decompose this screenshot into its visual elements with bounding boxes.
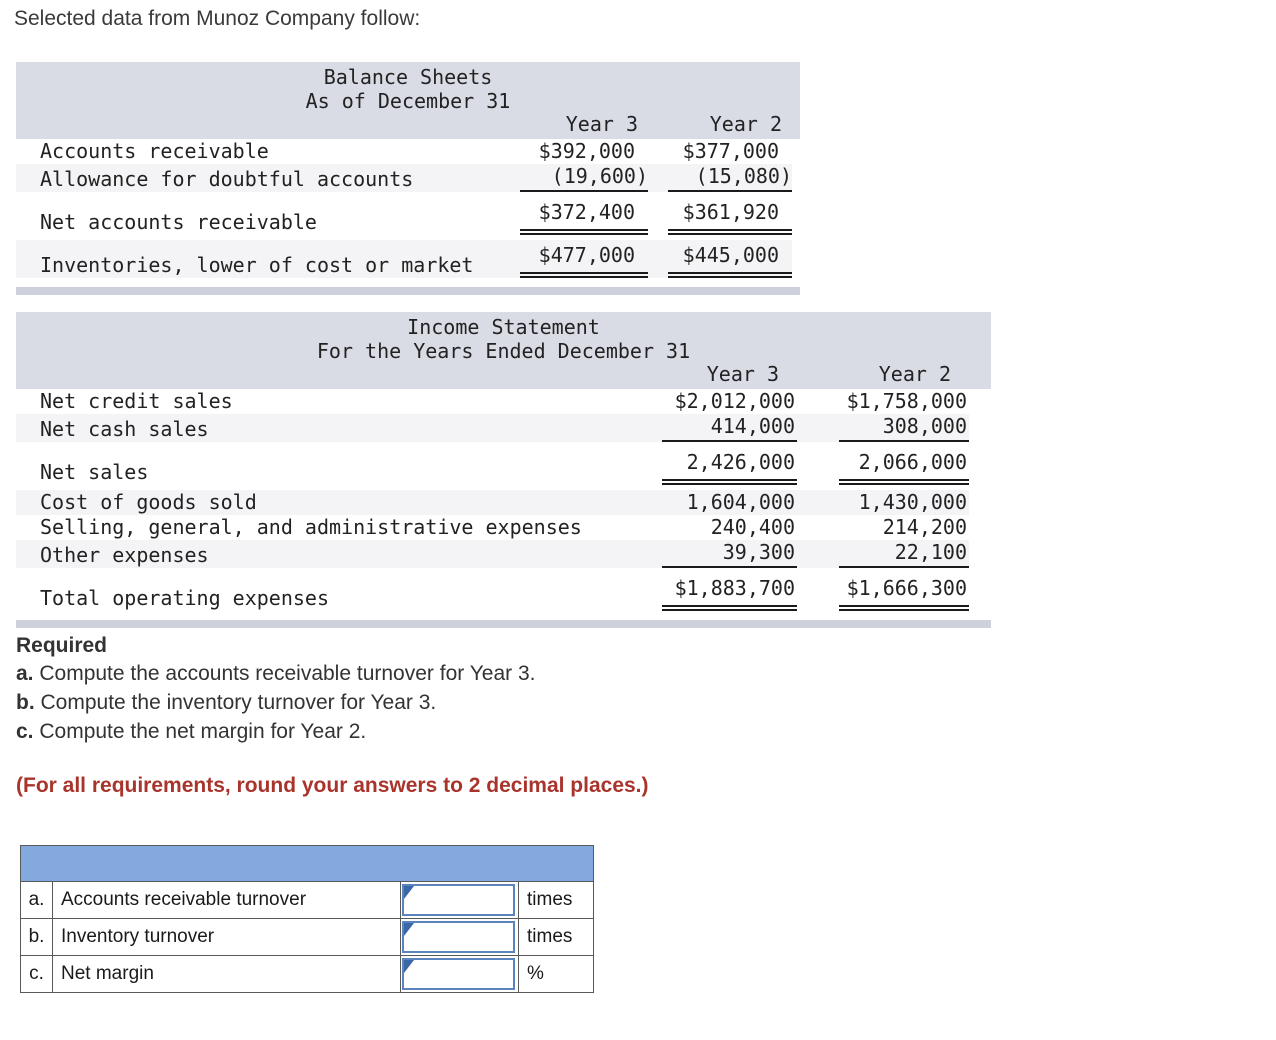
row-label: Net credit sales (40, 389, 233, 413)
year2-value: $1,666,300 (839, 576, 969, 611)
page-title: Selected data from Munoz Company follow: (14, 7, 421, 30)
row-label: Inventories, lower of cost or market (40, 253, 474, 277)
table-row: Inventories, lower of cost or market $47… (16, 240, 792, 278)
income-statement-title: Income Statement (407, 315, 600, 339)
answer-input-box (402, 921, 515, 953)
answer-table-header (20, 845, 594, 882)
answer-input-c[interactable] (404, 960, 513, 988)
balance-sheet-table: Balance Sheets As of December 31 Year 3 … (16, 62, 800, 295)
table-bottom-bar (16, 620, 991, 628)
year3-value: $392,000 (538, 139, 635, 163)
year2-value: 1,430,000 (858, 490, 967, 514)
year3-value: 1,604,000 (686, 490, 795, 514)
row-label: Net cash sales (40, 417, 209, 441)
answer-input-cell (400, 918, 519, 956)
row-label: Accounts receivable turnover (52, 881, 401, 919)
year3-value: $2,012,000 (674, 389, 795, 413)
row-letter: a. (20, 881, 53, 919)
year2-value: $445,000 (668, 243, 792, 278)
row-label: Inventory turnover (52, 918, 401, 956)
income-statement-table: Income Statement For the Years Ended Dec… (16, 312, 991, 628)
answer-input-cell (400, 955, 519, 993)
row-label: Allowance for doubtful accounts (40, 167, 414, 191)
answer-table-header-row (20, 845, 594, 882)
col-header-year3: Year 3 (706, 362, 779, 386)
year2-value: 308,000 (839, 414, 969, 442)
table-row: Total operating expenses $1,883,700 $1,6… (16, 573, 969, 611)
year2-value: 214,200 (882, 515, 967, 539)
requirement-text: Compute the accounts receivable turnover… (33, 662, 536, 685)
table-row: Net cash sales 414,000 308,000 (16, 414, 969, 442)
requirement-letter: c. (16, 720, 34, 743)
answer-input-box (402, 884, 515, 916)
requirement-text: Compute the net margin for Year 2. (33, 720, 367, 743)
row-letter: c. (20, 955, 53, 993)
row-label: Net sales (40, 460, 149, 484)
col-header-year2: Year 2 (878, 362, 951, 386)
answer-input-box (402, 958, 515, 990)
row-label: Cost of goods sold (40, 490, 257, 514)
year3-value: 414,000 (662, 414, 797, 442)
year3-value: 39,300 (662, 540, 797, 568)
col-header-year2: Year 2 (709, 112, 782, 136)
year2-value: 22,100 (839, 540, 969, 568)
table-row: Allowance for doubtful accounts (19,600)… (16, 164, 792, 192)
year3-value: 240,400 (710, 515, 795, 539)
unit-label: times (518, 918, 594, 956)
income-statement-header: Income Statement For the Years Ended Dec… (16, 312, 991, 389)
row-label: Net accounts receivable (40, 210, 317, 234)
answer-row-c: c. Net margin % (20, 955, 594, 993)
year2-value: 2,066,000 (839, 450, 969, 485)
answer-input-b[interactable] (404, 923, 513, 951)
table-row: Accounts receivable $392,000 $377,000 (16, 139, 792, 164)
table-row: Cost of goods sold 1,604,000 1,430,000 (16, 490, 969, 515)
year3-value: $477,000 (520, 243, 648, 278)
requirement-letter: a. (16, 662, 34, 685)
balance-sheet-subtitle: As of December 31 (305, 89, 511, 113)
requirement-item-c: c. Compute the net margin for Year 2. (16, 717, 649, 746)
row-label: Total operating expenses (40, 586, 329, 610)
year2-value: $377,000 (682, 139, 779, 163)
col-header-year3: Year 3 (565, 112, 638, 136)
answer-input-cell (400, 881, 519, 919)
answer-input-a[interactable] (404, 886, 513, 914)
rounding-note: (For all requirements, round your answer… (16, 774, 649, 797)
required-heading: Required (16, 634, 108, 657)
row-letter: b. (20, 918, 53, 956)
unit-label: times (518, 881, 594, 919)
requirement-item-a: a. Compute the accounts receivable turno… (16, 659, 649, 688)
requirement-letter: b. (16, 691, 35, 714)
year2-value: $361,920 (668, 200, 792, 235)
unit-label: % (518, 955, 594, 993)
row-label: Accounts receivable (40, 139, 269, 163)
row-label: Net margin (52, 955, 401, 993)
table-row: Net credit sales $2,012,000 $1,758,000 (16, 389, 969, 414)
income-statement-subtitle: For the Years Ended December 31 (316, 339, 691, 363)
year3-value: 2,426,000 (662, 450, 797, 485)
table-row: Other expenses 39,300 22,100 (16, 540, 969, 568)
requirement-text: Compute the inventory turnover for Year … (34, 691, 437, 714)
answer-row-a: a. Accounts receivable turnover times (20, 881, 594, 919)
balance-sheet-title: Balance Sheets (323, 65, 493, 89)
table-row: Net sales 2,426,000 2,066,000 (16, 447, 969, 485)
year3-value: $1,883,700 (662, 576, 797, 611)
row-label: Selling, general, and administrative exp… (40, 515, 582, 539)
balance-sheet-header: Balance Sheets As of December 31 Year 3 … (16, 62, 800, 139)
table-row: Net accounts receivable $372,400 $361,92… (16, 197, 792, 235)
year3-value: $372,400 (520, 200, 648, 235)
year2-value: (15,080) (668, 164, 792, 192)
answer-row-b: b. Inventory turnover times (20, 918, 594, 956)
table-bottom-bar (16, 287, 800, 295)
year3-value: (19,600) (520, 164, 648, 192)
required-section: Required a. Compute the accounts receiva… (16, 632, 649, 798)
table-row: Selling, general, and administrative exp… (16, 515, 969, 540)
year2-value: $1,758,000 (846, 389, 967, 413)
requirement-item-b: b. Compute the inventory turnover for Ye… (16, 688, 649, 717)
answer-table: a. Accounts receivable turnover times b.… (20, 845, 594, 993)
row-label: Other expenses (40, 543, 209, 567)
